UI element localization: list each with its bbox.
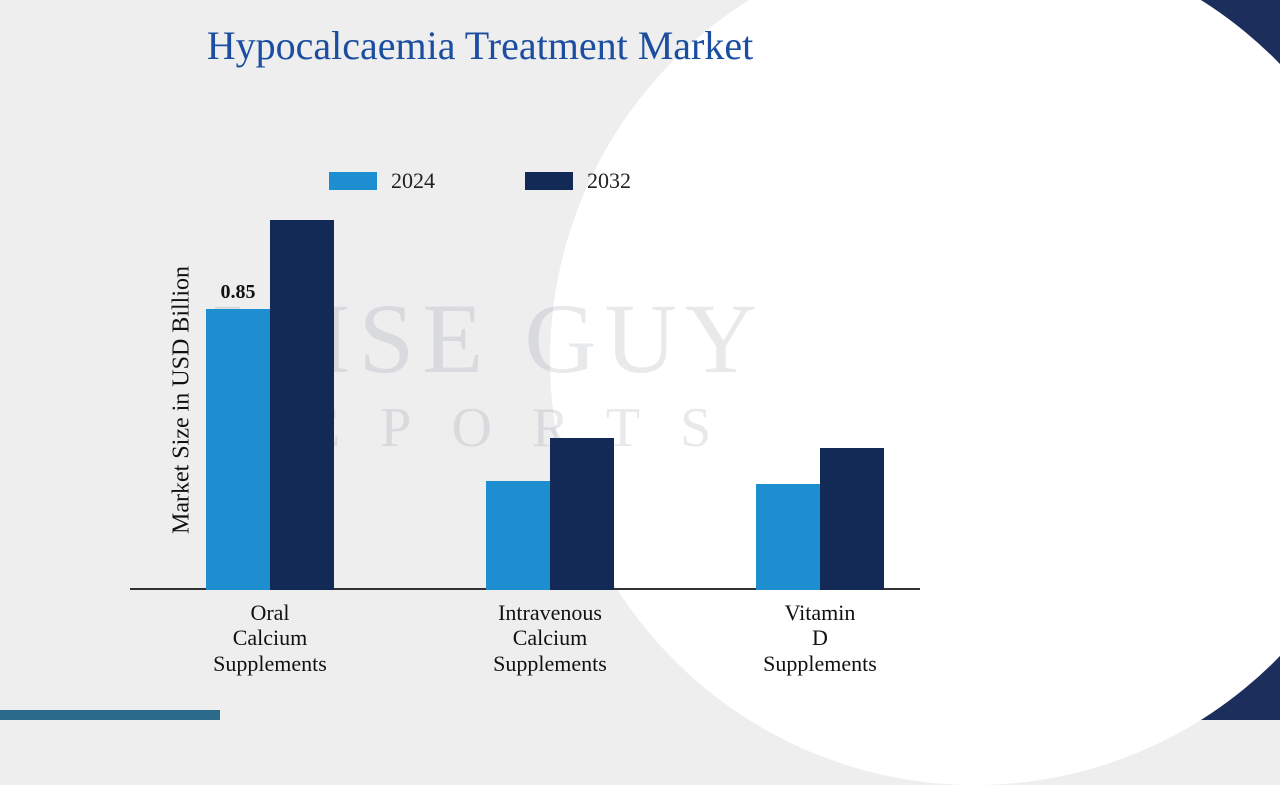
brand-word-2: GUY (1146, 29, 1252, 81)
bar-value-label: 0.85 (206, 281, 270, 304)
legend: 2024 2032 (0, 168, 960, 194)
chart-panel: Hypocalcaemia Treatment Market 2024 2032… (0, 0, 960, 720)
bar-2032 (550, 438, 614, 590)
page: WISEGUY REPORTS WISE GUY REPORTS Hypocal… (0, 0, 1280, 720)
bar-2024 (486, 481, 550, 590)
brand-logo: WISEGUY REPORTS (1021, 28, 1252, 94)
bar-2024: 0.85 (206, 309, 270, 590)
legend-item-2032: 2032 (525, 168, 631, 194)
brand-word-1: WISE (1021, 29, 1147, 81)
bar-pair (486, 438, 614, 590)
bar-2032 (820, 448, 884, 590)
category-label: VitaminDSupplements (720, 600, 920, 676)
bar-pair (756, 448, 884, 590)
bottom-accent-bar (0, 710, 220, 720)
category-label: IntravenousCalciumSupplements (450, 600, 650, 676)
bar-2024 (756, 484, 820, 590)
category-label: OralCalciumSupplements (170, 600, 370, 676)
legend-swatch-2032 (525, 172, 573, 190)
chart-title: Hypocalcaemia Treatment Market (0, 22, 960, 69)
legend-item-2024: 2024 (329, 168, 435, 194)
legend-label-2024: 2024 (391, 168, 435, 194)
bar-2032 (270, 220, 334, 590)
chart-area: 0.85OralCalciumSupplementsIntravenousCal… (130, 210, 920, 590)
legend-label-2032: 2032 (587, 168, 631, 194)
brand-line1: WISEGUY (1021, 28, 1252, 82)
legend-swatch-2024 (329, 172, 377, 190)
bar-pair: 0.85 (206, 220, 334, 590)
